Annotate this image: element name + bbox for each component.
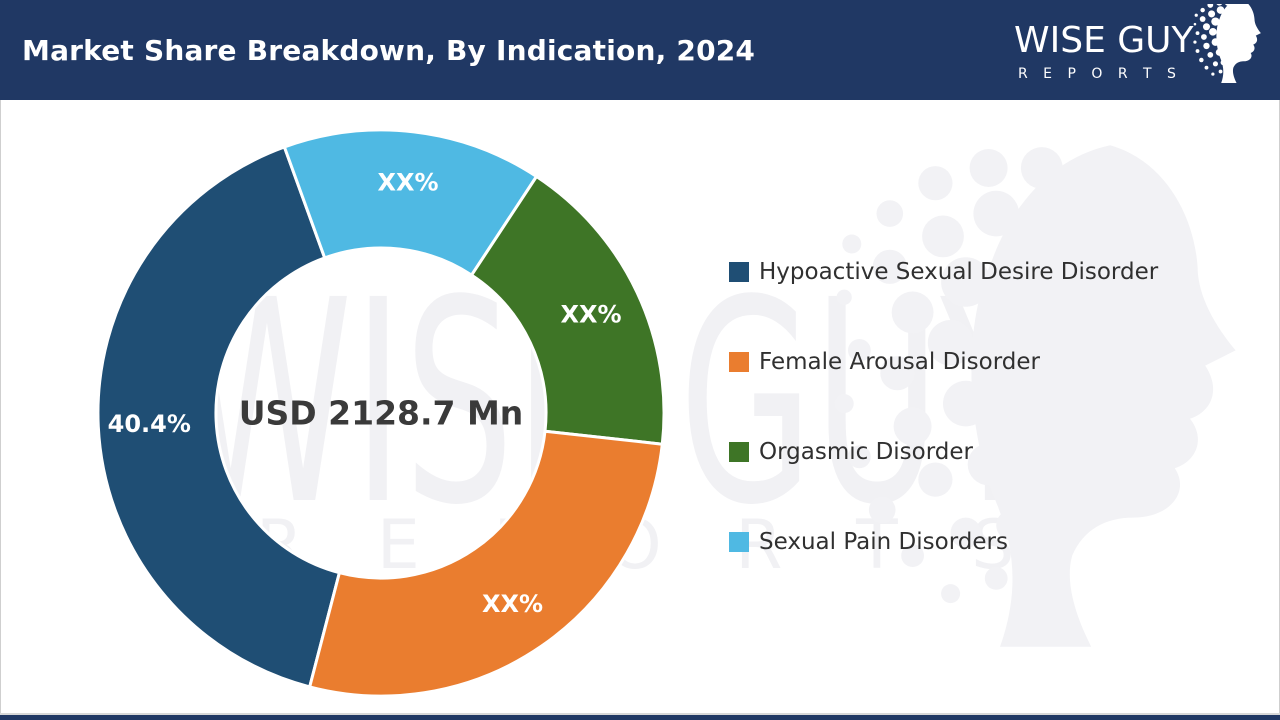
logo-head-icon [1193, 4, 1261, 84]
footer-divider [0, 713, 1280, 715]
donut-slice [96, 145, 341, 689]
slice-value-label: 40.4% [108, 410, 191, 438]
header-bar: Market Share Breakdown, By Indication, 2… [0, 0, 1280, 100]
chart-area: WISE GUY R E P O R T S 40.4% XX% XX% XX% US… [0, 100, 1280, 713]
legend-swatch [729, 262, 749, 282]
chart-legend: Hypoactive Sexual Desire Disorder Female… [729, 257, 1158, 617]
legend-item-sexual-pain: Sexual Pain Disorders [729, 527, 1158, 557]
slice-value-label: XX% [482, 590, 543, 618]
footer-bar [0, 713, 1280, 720]
donut-slice [470, 175, 666, 446]
legend-item-hypoactive: Hypoactive Sexual Desire Disorder [729, 257, 1158, 287]
legend-swatch [729, 532, 749, 552]
legend-item-orgasmic: Orgasmic Disorder [729, 437, 1158, 467]
legend-label: Sexual Pain Disorders [759, 529, 1008, 555]
legend-swatch [729, 352, 749, 372]
footer-accent [0, 715, 1280, 720]
donut-slice [308, 429, 664, 698]
logo-line2: R E P O R T S [1018, 66, 1181, 82]
legend-label: Hypoactive Sexual Desire Disorder [759, 259, 1159, 285]
slice-value-label: XX% [560, 300, 621, 328]
legend-label: Orgasmic Disorder [759, 439, 973, 465]
legend-label: Female Arousal Disorder [759, 349, 1040, 375]
donut-center-total: USD 2128.7 Mn [238, 393, 524, 433]
legend-item-female-arousal: Female Arousal Disorder [729, 347, 1158, 377]
page-title: Market Share Breakdown, By Indication, 2… [22, 33, 756, 67]
legend-swatch [729, 442, 749, 462]
donut-chart: WISE GUY R E P O R T S 40.4%XX%XX%XX% [96, 128, 1236, 698]
wiseguy-logo: WISE GUY R E P O R T S [1014, 4, 1261, 84]
slice-value-label: XX% [377, 169, 438, 197]
donut-slices: 40.4% XX% XX% XX% [96, 128, 666, 698]
logo-line1: WISE GUY [1014, 20, 1195, 61]
